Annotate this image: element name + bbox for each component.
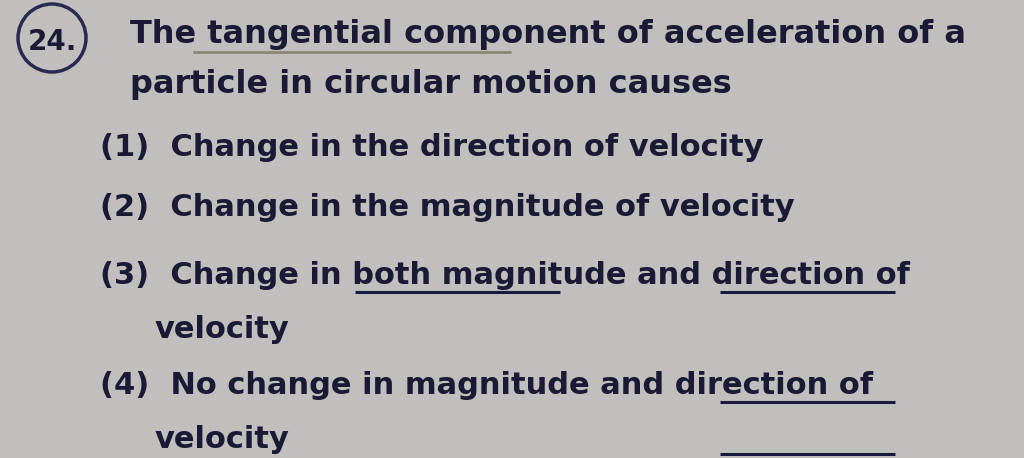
Text: velocity: velocity — [155, 316, 290, 344]
Text: (4)  No change in magnitude and direction of: (4) No change in magnitude and direction… — [100, 371, 873, 399]
Text: velocity: velocity — [155, 425, 290, 454]
Text: (2)  Change in the magnitude of velocity: (2) Change in the magnitude of velocity — [100, 193, 795, 223]
Text: (1)  Change in the direction of velocity: (1) Change in the direction of velocity — [100, 133, 764, 163]
Text: particle in circular motion causes: particle in circular motion causes — [130, 70, 732, 100]
Text: 24.: 24. — [28, 28, 77, 56]
Text: The tangential component of acceleration of a: The tangential component of acceleration… — [130, 20, 966, 50]
Text: (3)  Change in both magnitude and direction of: (3) Change in both magnitude and directi… — [100, 261, 910, 289]
